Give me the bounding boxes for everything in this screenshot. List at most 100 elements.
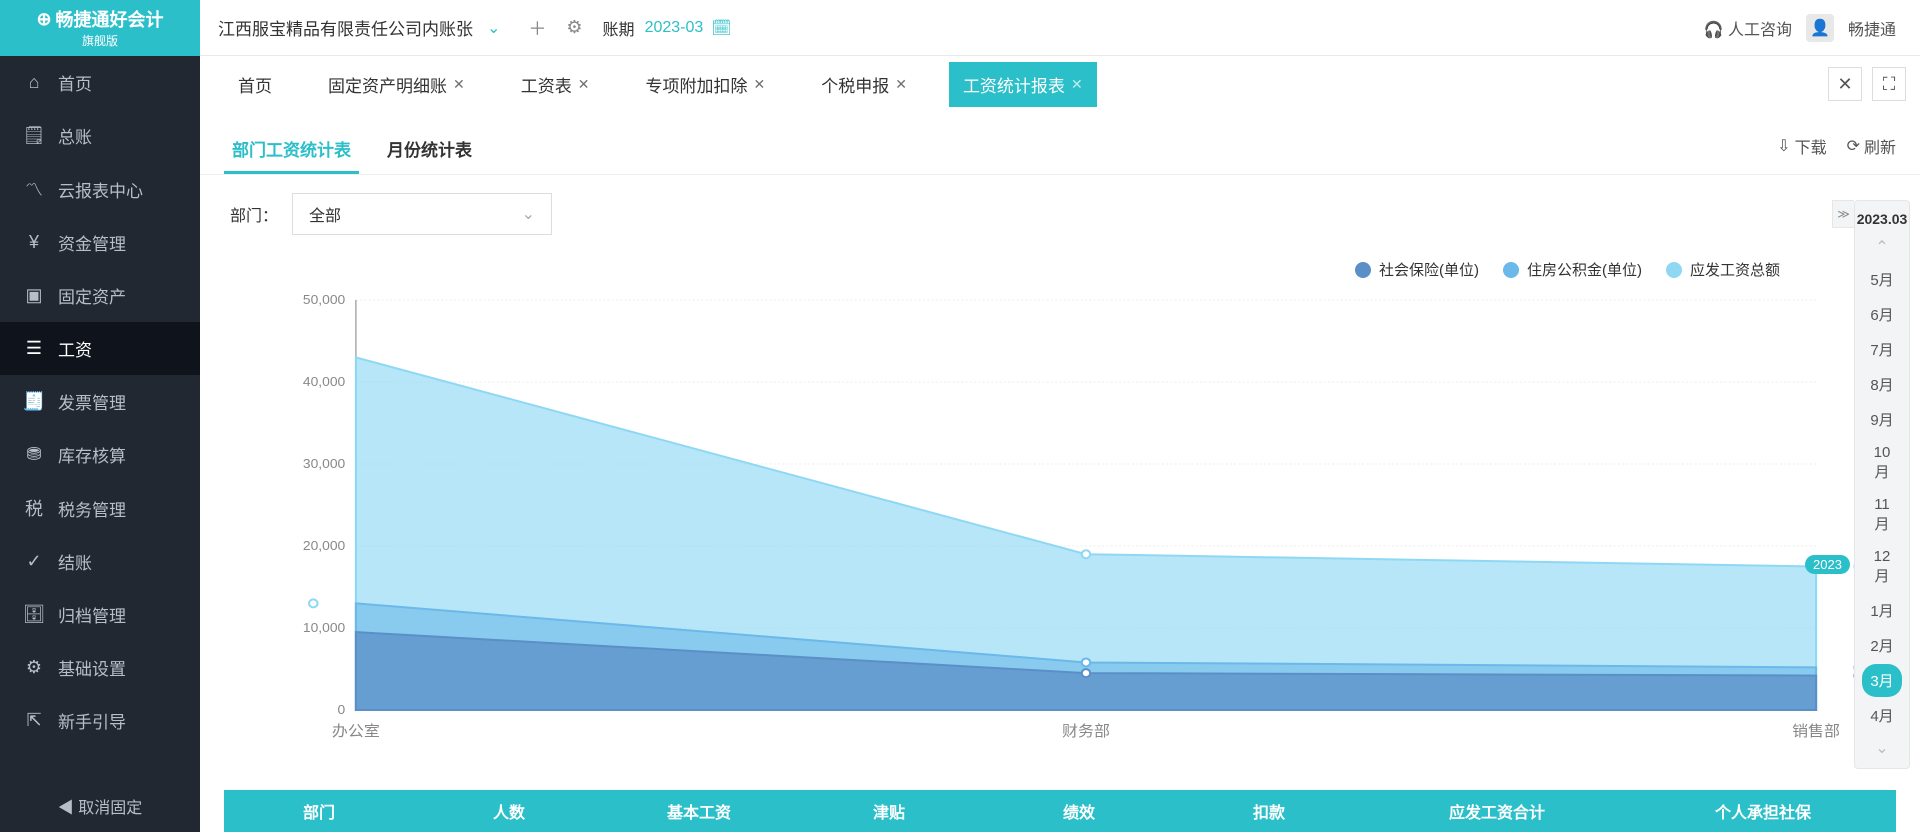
close-icon[interactable]: ✕: [753, 76, 765, 93]
month-item[interactable]: 5月: [1862, 263, 1902, 296]
legend-item-1[interactable]: 住房公积金(单位): [1503, 259, 1642, 280]
legend-label: 住房公积金(单位): [1527, 259, 1642, 280]
close-icon[interactable]: ✕: [895, 76, 907, 93]
month-item[interactable]: 11月: [1862, 490, 1902, 540]
sidebar-item-9[interactable]: ✓结账: [0, 535, 200, 588]
period-label: 账期: [603, 16, 635, 40]
table-header-cell: 应发工资合计: [1364, 799, 1630, 823]
close-all-button[interactable]: ✕: [1828, 67, 1862, 101]
svg-text:办公室: 办公室: [332, 722, 380, 739]
sidebar-icon: ⇱: [24, 710, 44, 731]
sidebar-icon: 税: [24, 495, 44, 521]
table-header-cell: 基本工资: [604, 799, 794, 823]
svg-text:销售部: 销售部: [1792, 722, 1840, 739]
month-item[interactable]: 8月: [1862, 368, 1902, 401]
sidebar-item-7[interactable]: ⛃库存核算: [0, 428, 200, 481]
tab-label: 固定资产明细账: [328, 72, 447, 97]
content-area: 部门工资统计表 月份统计表 ⇩ 下载 ⟳ 刷新 部门： 全部 ⌄ 社会保险(单位…: [200, 112, 1920, 832]
legend-item-0[interactable]: 社会保险(单位): [1355, 259, 1479, 280]
main-tab-4[interactable]: 个税申报✕: [807, 62, 921, 107]
month-item[interactable]: 1月: [1862, 594, 1902, 627]
filter-row: 部门： 全部 ⌄: [200, 175, 1920, 253]
table-header-cell: 部门: [224, 799, 414, 823]
legend-label: 应发工资总额: [1690, 259, 1780, 280]
filter-label: 部门：: [230, 202, 278, 226]
main-tab-1[interactable]: 固定资产明细账 ✕: [314, 62, 479, 107]
chart-svg: 010,00020,00030,00040,00050,000办公室财务部销售部: [260, 290, 1880, 750]
sidebar-item-0[interactable]: ⌂首页: [0, 56, 200, 109]
fullscreen-icon[interactable]: ⛶: [1872, 67, 1906, 101]
sidebar-item-10[interactable]: 🗄 归档管理: [0, 588, 200, 641]
sub-tab-dept[interactable]: 部门工资统计表: [224, 126, 359, 174]
dept-select[interactable]: 全部 ⌄: [292, 193, 552, 235]
sidebar-pin-toggle[interactable]: ◀ 取消固定: [0, 780, 200, 832]
sidebar-item-3[interactable]: ¥资金管理: [0, 216, 200, 269]
month-bar-toggle[interactable]: ≫: [1832, 200, 1854, 228]
close-icon[interactable]: ✕: [453, 76, 465, 93]
sidebar-item-5[interactable]: ☰工资: [0, 322, 200, 375]
add-icon[interactable]: ＋: [518, 15, 556, 41]
settings-icon[interactable]: ⚙: [556, 17, 592, 38]
month-item[interactable]: 6月: [1862, 298, 1902, 331]
sidebar-item-12[interactable]: ⇱ 新手引导: [0, 694, 200, 747]
close-icon[interactable]: ✕: [1071, 76, 1083, 93]
month-item[interactable]: 9月: [1862, 403, 1902, 436]
sidebar-item-label: 云报表中心: [58, 177, 143, 202]
consult-button[interactable]: 🎧 人工咨询: [1704, 16, 1792, 40]
sidebar-item-label: 首页: [58, 70, 92, 95]
chart: 社会保险(单位)住房公积金(单位)应发工资总额 010,00020,00030,…: [200, 253, 1920, 755]
sidebar-icon: 🗄: [24, 604, 44, 625]
sub-actions: ⇩ 下载 ⟳ 刷新: [1777, 134, 1896, 166]
download-button[interactable]: ⇩ 下载: [1777, 134, 1826, 158]
month-item[interactable]: 7月: [1862, 333, 1902, 366]
sidebar: ⌂首页🗒总账〽云报表中心¥资金管理▣固定资产☰工资🧾发票管理⛃库存核算税税务管理…: [0, 56, 200, 832]
chevron-down-icon: ⌄: [522, 204, 535, 224]
month-bar: 2023.03 ⌃ 2023 5月6月7月8月9月10月11月12月1月2月3月…: [1854, 200, 1910, 769]
sidebar-item-2[interactable]: 〽云报表中心: [0, 162, 200, 216]
month-bar-header: 2023.03: [1853, 207, 1912, 231]
close-icon[interactable]: ✕: [578, 76, 590, 93]
dept-select-value: 全部: [309, 202, 341, 226]
main-tab-5[interactable]: 工资统计报表✕: [949, 62, 1097, 107]
month-item[interactable]: 12月: [1862, 542, 1902, 592]
sub-tab-month[interactable]: 月份统计表: [379, 126, 480, 174]
refresh-button[interactable]: ⟳ 刷新: [1847, 134, 1896, 158]
legend-item-2[interactable]: 应发工资总额: [1666, 259, 1780, 280]
period-picker[interactable]: 2023-03 🗓: [645, 18, 732, 38]
calendar-icon: 🗓: [711, 18, 731, 38]
username[interactable]: 畅捷通: [1848, 16, 1896, 40]
sidebar-item-4[interactable]: ▣固定资产: [0, 269, 200, 322]
table-header-cell: 个人承担社保: [1630, 799, 1896, 823]
sidebar-item-6[interactable]: 🧾发票管理: [0, 375, 200, 428]
sidebar-item-label: 资金管理: [58, 230, 126, 255]
month-up-icon[interactable]: ⌃: [1871, 233, 1892, 261]
main-tab-3[interactable]: 专项附加扣除✕: [631, 62, 779, 107]
main-tab-0[interactable]: 首页: [224, 62, 286, 107]
sidebar-item-label: 归档管理: [58, 602, 126, 627]
main-tab-2[interactable]: 工资表✕: [507, 62, 604, 107]
sidebar-item-1[interactable]: 🗒总账: [0, 109, 200, 162]
sidebar-icon: ▣: [24, 285, 44, 306]
legend-dot: [1666, 262, 1682, 278]
sidebar-item-label: 发票管理: [58, 389, 126, 414]
period-area: 账期 2023-03 🗓: [603, 16, 732, 40]
svg-text:10,000: 10,000: [303, 620, 345, 635]
month-down-icon[interactable]: ⌄: [1871, 734, 1892, 762]
company-selector[interactable]: 江西服宝精品有限责任公司内账张 ⌄: [200, 15, 518, 40]
month-item[interactable]: 10月: [1862, 438, 1902, 488]
month-item[interactable]: 4月: [1862, 699, 1902, 732]
table-header-cell: 津贴: [794, 799, 984, 823]
table-header-cell: 人数: [414, 799, 604, 823]
table-header-cell: 绩效: [984, 799, 1174, 823]
sidebar-item-11[interactable]: ⚙基础设置: [0, 641, 200, 694]
month-item[interactable]: 3月: [1862, 664, 1902, 697]
month-item[interactable]: 2月: [1862, 629, 1902, 662]
sidebar-item-label: 新手引导: [58, 708, 126, 733]
logo-edition: 旗舰版: [82, 32, 118, 49]
svg-text:50,000: 50,000: [303, 292, 345, 307]
chevron-down-icon: ⌄: [487, 18, 500, 38]
avatar[interactable]: 👤: [1806, 14, 1834, 42]
sidebar-item-label: 结账: [58, 549, 92, 574]
legend-label: 社会保险(单位): [1379, 259, 1479, 280]
sidebar-item-8[interactable]: 税税务管理: [0, 481, 200, 535]
